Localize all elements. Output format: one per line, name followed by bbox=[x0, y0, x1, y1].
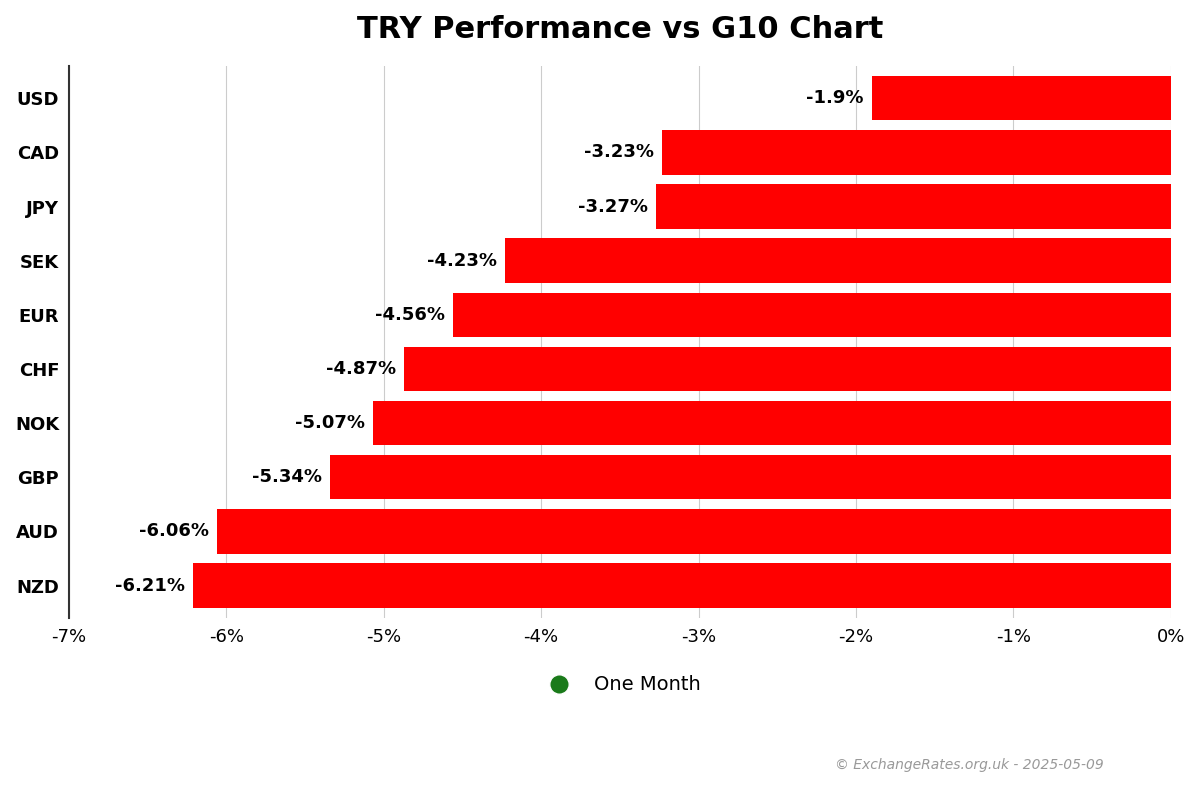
Text: -3.27%: -3.27% bbox=[578, 198, 648, 215]
Title: TRY Performance vs G10 Chart: TRY Performance vs G10 Chart bbox=[356, 15, 883, 44]
Text: -6.21%: -6.21% bbox=[115, 577, 185, 594]
Bar bbox=[452, 293, 1171, 337]
Text: -4.87%: -4.87% bbox=[326, 360, 396, 378]
Text: -3.23%: -3.23% bbox=[584, 143, 654, 162]
Bar bbox=[330, 455, 1171, 499]
Text: -5.34%: -5.34% bbox=[252, 468, 323, 486]
Text: -1.9%: -1.9% bbox=[806, 90, 864, 107]
Bar bbox=[217, 509, 1171, 554]
Text: -5.07%: -5.07% bbox=[295, 414, 365, 432]
Bar bbox=[373, 401, 1171, 446]
Text: -4.23%: -4.23% bbox=[427, 252, 497, 270]
Text: © ExchangeRates.org.uk - 2025-05-09: © ExchangeRates.org.uk - 2025-05-09 bbox=[835, 758, 1104, 772]
Bar bbox=[404, 346, 1171, 391]
Bar bbox=[656, 184, 1171, 229]
Legend: One Month: One Month bbox=[532, 668, 708, 702]
Text: -4.56%: -4.56% bbox=[376, 306, 445, 324]
Bar bbox=[871, 76, 1171, 121]
Bar bbox=[662, 130, 1171, 174]
Bar bbox=[505, 238, 1171, 283]
Text: -6.06%: -6.06% bbox=[139, 522, 209, 540]
Bar bbox=[193, 563, 1171, 608]
